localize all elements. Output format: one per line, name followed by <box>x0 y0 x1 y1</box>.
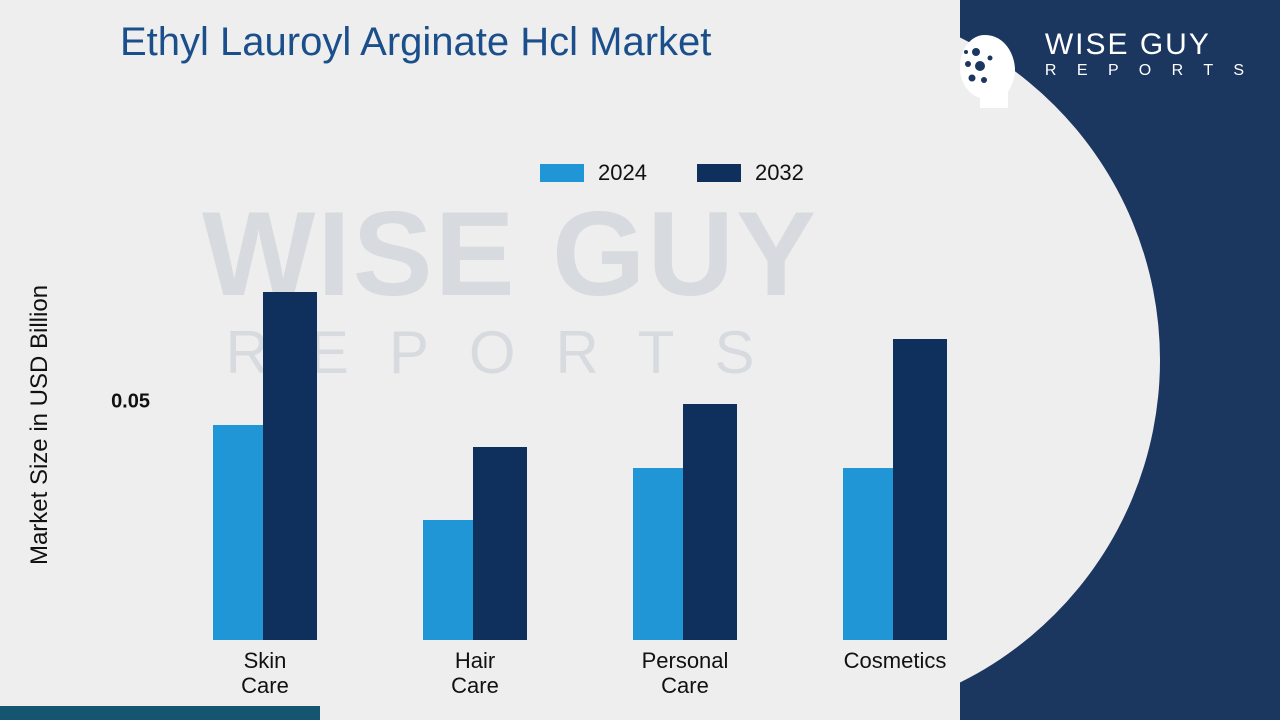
legend-swatch-2032 <box>697 164 741 182</box>
bar-hair-care-2032 <box>473 447 527 641</box>
logo-line2: R E P O R T S <box>1045 60 1252 82</box>
bar-personal-care-2032 <box>683 404 737 641</box>
bar-hair-care-2024 <box>423 520 477 640</box>
bar-cosmetics-2024 <box>843 468 897 640</box>
group-skin-care: Skin Care <box>185 210 345 640</box>
brand-logo: WISE GUY R E P O R T S <box>1045 30 1252 82</box>
head-icon <box>950 30 1020 110</box>
plot-area: 0.05 Skin Care Hair Care Personal Care C… <box>160 210 1000 640</box>
bar-skin-care-2032 <box>263 292 317 640</box>
bar-skin-care-2024 <box>213 425 267 640</box>
group-cosmetics: Cosmetics <box>815 210 975 640</box>
cat-skin-care: Skin Care <box>225 648 305 699</box>
cat-cosmetics: Cosmetics <box>844 648 947 673</box>
legend-item-2032: 2032 <box>697 160 804 186</box>
group-hair-care: Hair Care <box>395 210 555 640</box>
bottom-bar <box>0 706 320 720</box>
cat-hair-care: Hair Care <box>435 648 515 699</box>
legend-swatch-2024 <box>540 164 584 182</box>
legend: 2024 2032 <box>540 160 804 186</box>
y-axis-label: Market Size in USD Billion <box>26 285 54 565</box>
group-personal-care: Personal Care <box>605 210 765 640</box>
chart-title: Ethyl Lauroyl Arginate Hcl Market <box>120 20 711 65</box>
cat-personal-care: Personal Care <box>642 648 729 699</box>
logo-line1: WISE GUY <box>1045 30 1252 60</box>
legend-item-2024: 2024 <box>540 160 647 186</box>
y-tick-label: 0.05 <box>111 391 150 414</box>
bar-chart: Market Size in USD Billion 0.05 Skin Car… <box>100 210 1000 640</box>
legend-label-2032: 2032 <box>755 160 804 186</box>
bar-personal-care-2024 <box>633 468 687 640</box>
bar-cosmetics-2032 <box>893 339 947 640</box>
bar-groups: Skin Care Hair Care Personal Care Cosmet… <box>160 210 1000 640</box>
legend-label-2024: 2024 <box>598 160 647 186</box>
